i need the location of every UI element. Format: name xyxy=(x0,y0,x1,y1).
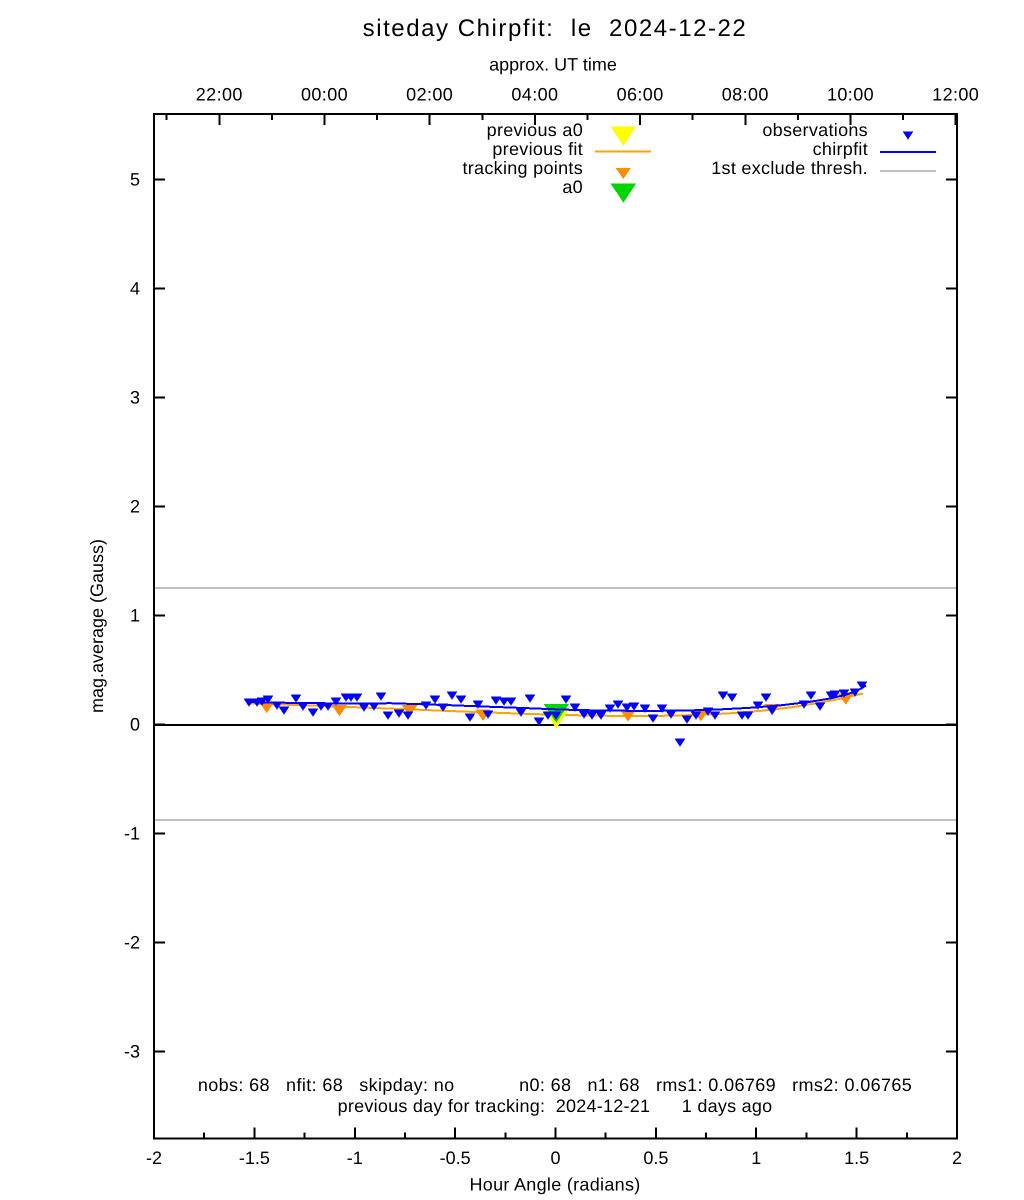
svg-text:2: 2 xyxy=(130,497,140,517)
svg-text:3: 3 xyxy=(130,388,140,408)
svg-text:12:00: 12:00 xyxy=(932,85,979,105)
svg-text:observations: observations xyxy=(762,120,868,140)
svg-text:nobs: 68 nfit: 68 skipday:: nobs: 68 nfit: 68 skipday: no n0: 68 n1:… xyxy=(198,1075,912,1095)
svg-text:0: 0 xyxy=(130,715,140,735)
svg-text:-1: -1 xyxy=(347,1148,363,1168)
svg-text:-2: -2 xyxy=(124,933,140,953)
svg-text:08:00: 08:00 xyxy=(722,85,769,105)
svg-text:1st exclude thresh.: 1st exclude thresh. xyxy=(711,158,868,178)
svg-text:siteday Chirpfit: le 2024-12: siteday Chirpfit: le 2024-12-22 xyxy=(363,15,748,42)
svg-text:1: 1 xyxy=(130,606,140,626)
svg-text:5: 5 xyxy=(130,170,140,190)
svg-text:chirpfit: chirpfit xyxy=(813,139,868,159)
svg-text:1.5: 1.5 xyxy=(844,1148,869,1168)
svg-text:previous fit: previous fit xyxy=(492,139,583,159)
svg-text:previous day for tracking: 20: previous day for tracking: 2024-12-21 1 … xyxy=(338,1096,773,1116)
svg-text:-1.5: -1.5 xyxy=(239,1148,270,1168)
svg-text:previous a0: previous a0 xyxy=(487,120,583,140)
svg-text:06:00: 06:00 xyxy=(617,85,664,105)
svg-text:04:00: 04:00 xyxy=(511,85,558,105)
svg-text:2: 2 xyxy=(952,1148,962,1168)
svg-text:-3: -3 xyxy=(124,1042,140,1062)
svg-text:a0: a0 xyxy=(562,177,583,197)
svg-text:approx. UT time: approx. UT time xyxy=(489,54,617,74)
svg-text:-1: -1 xyxy=(124,824,140,844)
svg-text:0: 0 xyxy=(550,1148,560,1168)
svg-text:00:00: 00:00 xyxy=(301,85,348,105)
svg-text:02:00: 02:00 xyxy=(406,85,453,105)
svg-text:4: 4 xyxy=(130,279,140,299)
svg-text:10:00: 10:00 xyxy=(827,85,874,105)
svg-text:mag.average (Gauss): mag.average (Gauss) xyxy=(87,539,107,713)
svg-text:Hour Angle (radians): Hour Angle (radians) xyxy=(469,1175,640,1195)
svg-text:22:00: 22:00 xyxy=(196,85,243,105)
svg-text:-0.5: -0.5 xyxy=(440,1148,471,1168)
svg-text:-2: -2 xyxy=(146,1148,162,1168)
svg-text:tracking points: tracking points xyxy=(462,158,583,178)
svg-text:1: 1 xyxy=(751,1148,761,1168)
svg-text:0.5: 0.5 xyxy=(643,1148,668,1168)
